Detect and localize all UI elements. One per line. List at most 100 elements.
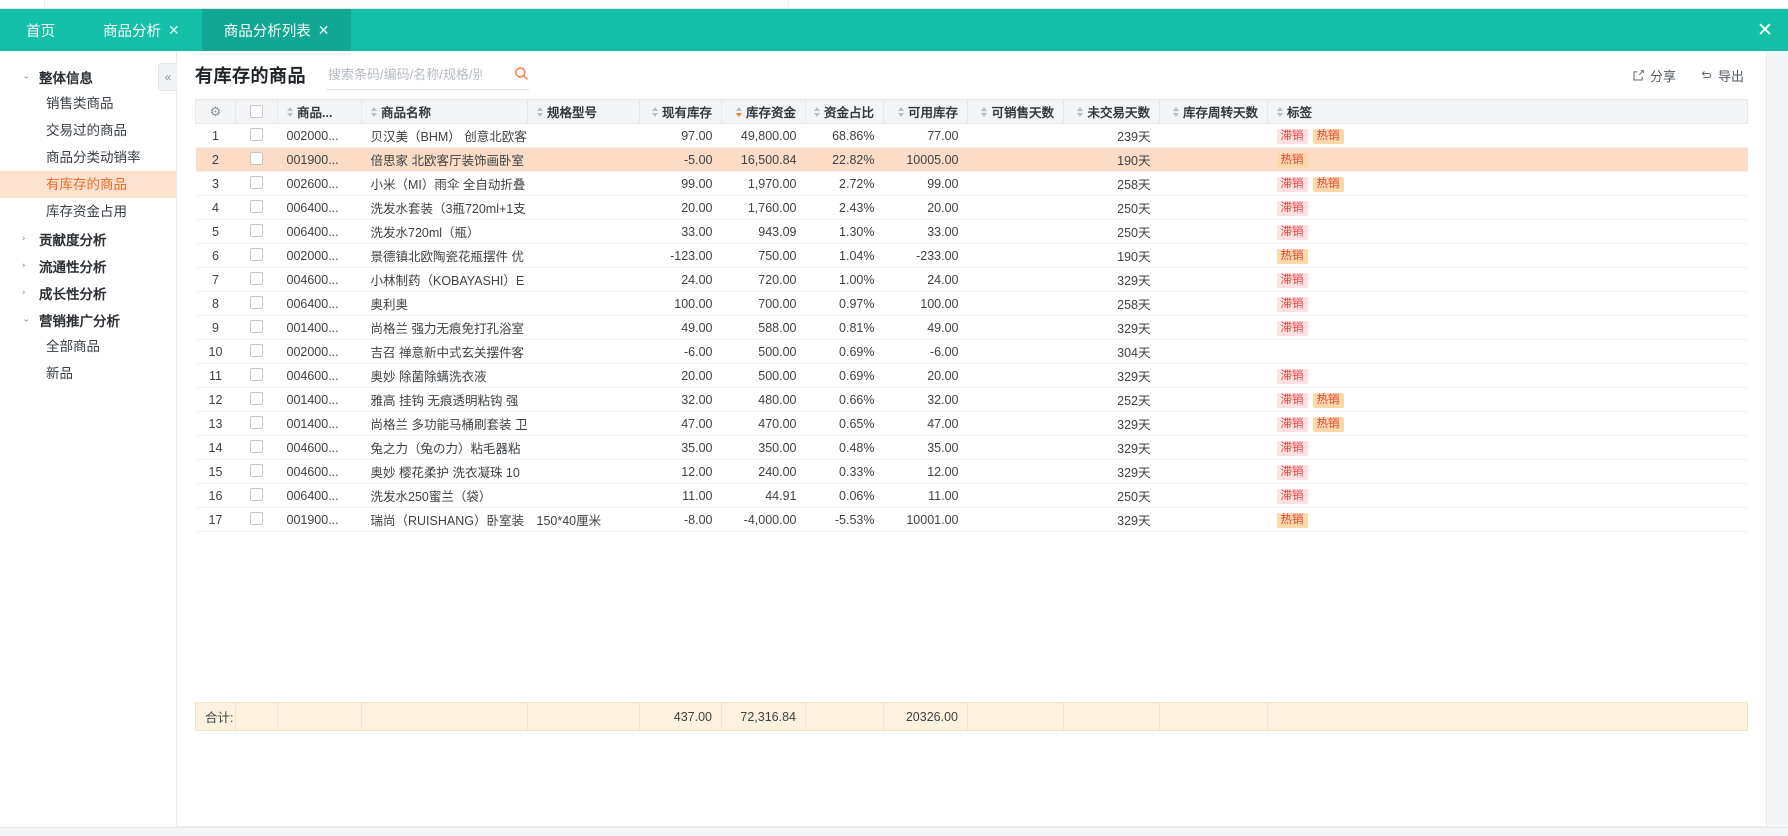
row-checkbox[interactable] <box>250 415 263 429</box>
chevron-down-icon: ⌄ <box>22 314 31 325</box>
sidebar-item-0-1[interactable]: 交易过的商品 <box>46 123 127 138</box>
sidebar-item-0-3[interactable]: 有库存的商品 <box>0 171 176 198</box>
column-header-tags[interactable]: 标签 <box>1267 99 1748 124</box>
status-badge: 热销 <box>1276 248 1308 264</box>
table-row[interactable]: 5 006400... 洗发水720ml（瓶） 33.00 943.09 1.30% 33.… <box>195 219 1748 244</box>
row-checkbox[interactable] <box>250 151 263 165</box>
row-checkbox[interactable] <box>250 391 263 405</box>
row-checkbox[interactable] <box>250 223 263 237</box>
tags-cell: 滞销 <box>1267 435 1748 460</box>
close-all-tabs-icon[interactable]: ✕ <box>1757 19 1773 41</box>
column-header-saledays[interactable]: 可销售天数 <box>967 99 1064 124</box>
share-label: 分享 <box>1649 68 1676 84</box>
table-row[interactable]: 12 001400... 雅高 挂钩 无痕透明粘钩 强 32.00 480.00 0.66… <box>195 387 1748 412</box>
table-row[interactable]: 10 002000... 吉召 禅意新中式玄关摆件客 -6.00 500.00 0.69%… <box>195 339 1748 364</box>
cell-usable: 100.00 <box>883 291 968 316</box>
row-checkbox[interactable] <box>250 247 263 261</box>
tab-0[interactable]: 首页 <box>0 9 81 51</box>
table-row[interactable]: 6 002000... 景德镇北欧陶瓷花瓶摆件 优 -123.00 750.00 1.04… <box>195 243 1748 268</box>
sort-icon[interactable] <box>1277 106 1283 117</box>
sort-icon[interactable] <box>371 106 377 117</box>
column-header-notrade[interactable]: 未交易天数 <box>1063 99 1160 124</box>
row-checkbox[interactable] <box>250 175 263 189</box>
sort-icon[interactable] <box>735 106 742 117</box>
cell-saledays <box>967 459 1064 484</box>
row-checkbox[interactable] <box>250 463 263 477</box>
row-checkbox[interactable] <box>250 199 263 213</box>
sort-icon[interactable] <box>1172 106 1179 117</box>
table-row[interactable]: 11 004600... 奥妙 除菌除螨洗衣液 20.00 500.00 0.69% 20.… <box>195 363 1748 388</box>
row-checkbox[interactable] <box>250 487 263 501</box>
select-all-checkbox[interactable] <box>250 105 263 118</box>
column-header-label: 现有库存 <box>661 106 712 120</box>
cell-code: 002000... <box>277 123 362 148</box>
cell-name: 奥妙 樱花柔护 洗衣凝珠 10 <box>361 459 528 484</box>
tab-close-icon[interactable]: ✕ <box>168 22 180 38</box>
table-row[interactable]: 7 004600... 小林制药（KOBAYASHI）E 24.00 720.00 1.0… <box>195 267 1748 292</box>
cell-ratio: 0.69% <box>805 339 884 364</box>
sidebar-group-0[interactable]: ⌄ 整体信息 <box>0 63 176 90</box>
sidebar-collapse-icon[interactable]: « <box>158 63 177 91</box>
table-row[interactable]: 9 001400... 尚格兰 强力无痕免打孔浴室 49.00 588.00 0.81% 4… <box>195 315 1748 340</box>
row-checkbox[interactable] <box>250 511 263 525</box>
column-header-name[interactable]: 商品名称 <box>361 99 528 124</box>
row-checkbox[interactable] <box>250 127 263 141</box>
sidebar-item-0-2[interactable]: 商品分类动销率 <box>46 150 141 165</box>
cell-notrade: 250天 <box>1063 483 1160 508</box>
column-header-ratio[interactable]: 资金占比 <box>805 99 884 124</box>
column-header-stock[interactable]: 现有库存 <box>639 99 722 124</box>
table-row[interactable]: 4 006400... 洗发水套装（3瓶720ml+1支 20.00 1,760.00 2… <box>195 195 1748 220</box>
totals-empty <box>967 702 1064 731</box>
column-header-usable[interactable]: 可用库存 <box>883 99 968 124</box>
table-row[interactable]: 2 001900... 倍思家 北欧客厅装饰画卧室 -5.00 16,500.84 22.… <box>195 147 1748 172</box>
sort-icon[interactable] <box>981 106 988 117</box>
table-row[interactable]: 13 001400... 尚格兰 多功能马桶刷套装 卫 47.00 470.00 0.65… <box>195 411 1748 436</box>
row-checkbox[interactable] <box>250 343 263 357</box>
sort-icon[interactable] <box>651 106 658 117</box>
cell-ratio: 1.30% <box>805 219 884 244</box>
sidebar-group-2[interactable]: › 流通性分析 <box>0 252 176 279</box>
tab-close-icon[interactable]: ✕ <box>317 22 330 38</box>
sidebar-group-1[interactable]: › 贡献度分析 <box>0 225 176 252</box>
bottom-bar <box>0 827 1788 836</box>
cell-amount: 480.00 <box>721 387 806 412</box>
sidebar-group-3[interactable]: › 成长性分析 <box>0 279 176 306</box>
cell-turndays <box>1159 147 1268 172</box>
table-row[interactable]: 8 006400... 奥利奥 100.00 700.00 0.97% 100.00 258天… <box>195 291 1748 316</box>
cell-code: 001900... <box>277 147 362 172</box>
cell-saledays <box>967 291 1064 316</box>
sidebar-item-4-1[interactable]: 新品 <box>46 366 73 381</box>
table-row[interactable]: 16 006400... 洗发水250蜜兰（袋） 11.00 44.91 0.06% 11.… <box>195 483 1748 508</box>
row-checkbox[interactable] <box>250 319 263 333</box>
sort-icon[interactable] <box>813 106 820 117</box>
column-header-turndays[interactable]: 库存周转天数 <box>1159 99 1268 124</box>
table-row[interactable]: 1 002000... 贝汉美（BHM） 创意北欧客 97.00 49,800.00 68… <box>195 123 1748 148</box>
sidebar-item-4-0[interactable]: 全部商品 <box>46 339 100 354</box>
table-row[interactable]: 3 002600... 小米（MI）雨伞 全自动折叠 99.00 1,970.00 2.7… <box>195 171 1748 196</box>
sidebar-group-4[interactable]: ⌄ 营销推广分析 <box>0 306 176 333</box>
column-header-code[interactable]: 商品... <box>277 99 362 124</box>
row-checkbox[interactable] <box>250 295 263 309</box>
column-header-amount[interactable]: 库存资金 <box>721 99 806 124</box>
sort-icon[interactable] <box>897 106 904 117</box>
tab-2[interactable]: 商品分析列表 ✕ <box>201 9 352 51</box>
search-icon[interactable] <box>514 66 529 84</box>
sidebar-item-0-4[interactable]: 库存资金占用 <box>46 204 127 219</box>
search-input[interactable] <box>326 66 484 83</box>
sort-icon[interactable] <box>1077 106 1084 117</box>
table-row[interactable]: 17 001900... 瑞尚（RUISHANG）卧室装 150*40厘米 -8.00-… <box>195 507 1748 532</box>
sidebar-item-0-0[interactable]: 销售类商品 <box>46 96 114 111</box>
gear-icon[interactable]: ⚙ <box>209 103 222 119</box>
table-row[interactable]: 14 004600... 兔之力（兔の力）粘毛器粘 35.00 350.00 0.48% 3… <box>195 435 1748 460</box>
sidebar-group-label: 成长性分析 <box>39 286 107 302</box>
column-header-spec[interactable]: 规格型号 <box>527 99 640 124</box>
sort-icon[interactable] <box>537 106 543 117</box>
tab-1[interactable]: 商品分析 ✕ <box>81 9 202 51</box>
sort-icon[interactable] <box>287 106 293 117</box>
row-checkbox[interactable] <box>250 271 263 285</box>
table-row[interactable]: 15 004600... 奥妙 樱花柔护 洗衣凝珠 10 12.00 240.00 0.3… <box>195 459 1748 484</box>
export-button[interactable]: 导出 <box>1700 66 1744 85</box>
row-checkbox[interactable] <box>250 367 263 381</box>
row-checkbox[interactable] <box>250 439 263 453</box>
share-button[interactable]: 分享 <box>1632 66 1676 85</box>
